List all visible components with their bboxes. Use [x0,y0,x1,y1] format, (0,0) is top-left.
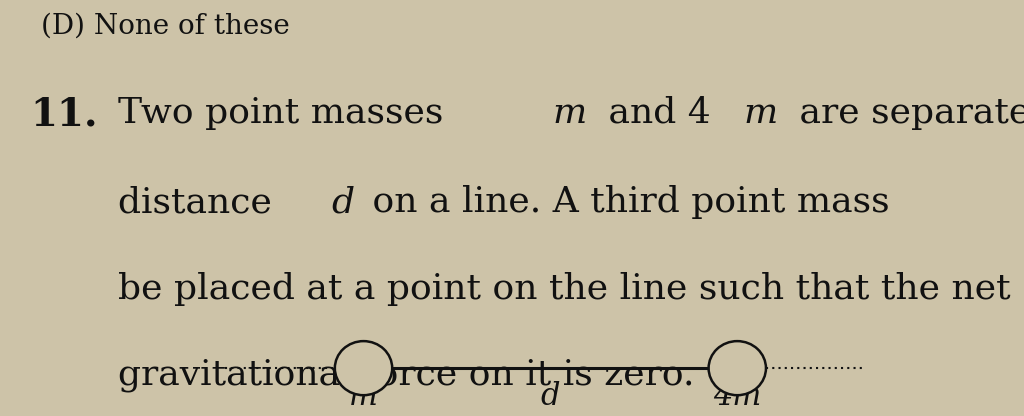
Text: be placed at a point on the line such that the net: be placed at a point on the line such th… [118,272,1011,307]
Text: (D) None of these: (D) None of these [41,12,290,40]
Text: are separated by a: are separated by a [787,96,1024,130]
Text: 4m: 4m [713,381,762,412]
Text: d: d [331,185,354,219]
Text: and 4: and 4 [597,96,711,130]
Ellipse shape [709,341,766,395]
Text: Two point masses: Two point masses [118,96,455,130]
Text: d: d [541,381,560,412]
Ellipse shape [335,341,392,395]
Text: m: m [349,381,378,412]
Text: m: m [743,96,777,130]
Text: distance: distance [118,185,283,219]
Text: 11.: 11. [31,96,98,134]
Text: gravitational force on it is zero.: gravitational force on it is zero. [118,358,694,392]
Text: on a line. A third point mass: on a line. A third point mass [361,185,901,219]
Text: m: m [552,96,587,130]
